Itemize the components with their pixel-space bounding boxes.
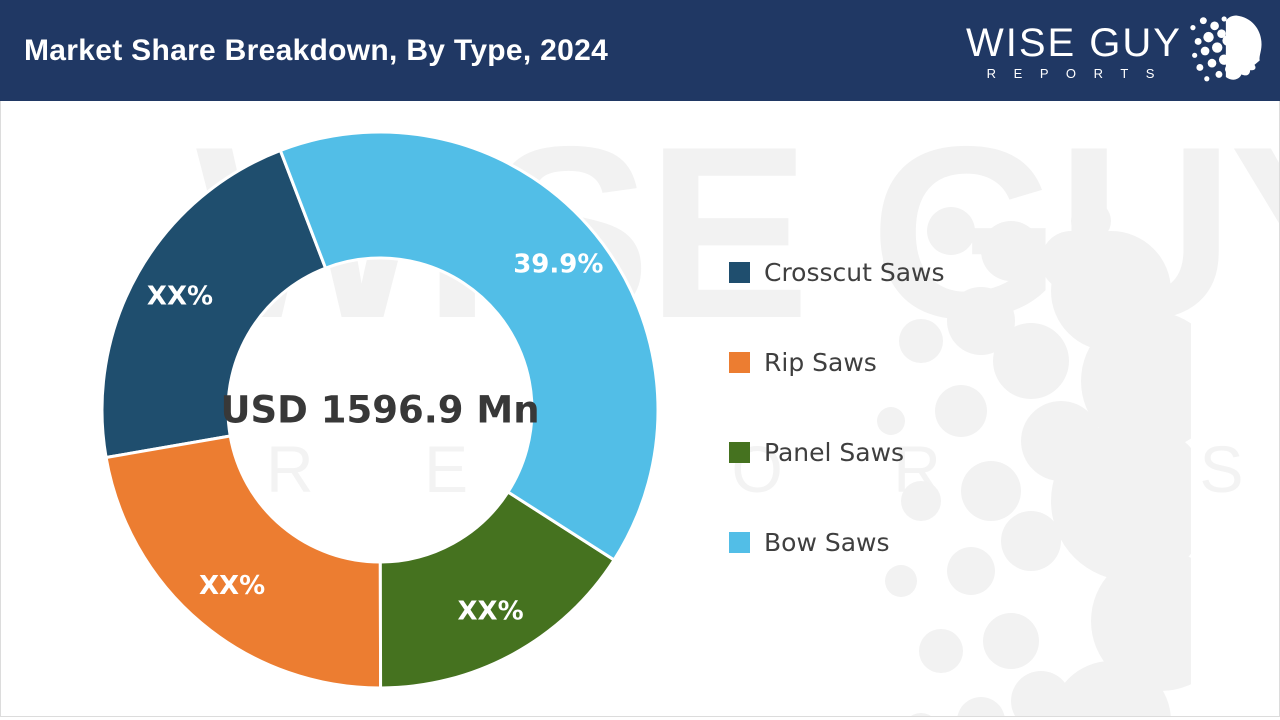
slice-label-crosscut-saws: XX%: [147, 282, 213, 312]
slice-label-panel-saws: XX%: [458, 597, 524, 627]
donut-segment-bow-saws: [278, 130, 660, 563]
brand-logo: WISE GUY R E P O R T S: [966, 6, 1264, 96]
slice-label-rip-saws: XX%: [199, 571, 265, 601]
donut-chart: XX% XX% XX% 39.9%: [100, 130, 660, 690]
donut-segment-rip-saws: [104, 434, 383, 690]
brand-name: WISE GUY: [965, 20, 1182, 65]
legend-item-crosscut-saws: Crosscut Saws: [729, 258, 945, 287]
page-title: Market Share Breakdown, By Type, 2024: [24, 33, 609, 67]
brand-logo-text: WISE GUY R E P O R T S: [966, 23, 1182, 80]
slice-label-bow-saws: 39.9%: [513, 250, 603, 280]
brand-subtitle: R E P O R T S: [986, 65, 1162, 81]
legend-swatch-icon: [729, 442, 750, 463]
legend-swatch-icon: [729, 532, 750, 553]
legend-label: Panel Saws: [764, 438, 905, 467]
legend-label: Crosscut Saws: [764, 258, 945, 287]
brand-head-dots-icon: [1190, 15, 1262, 82]
donut-segment-crosscut-saws: [100, 148, 328, 460]
legend-label: Bow Saws: [764, 528, 890, 557]
legend-item-bow-saws: Bow Saws: [729, 528, 890, 557]
legend-item-panel-saws: Panel Saws: [729, 438, 904, 467]
legend-item-rip-saws: Rip Saws: [729, 348, 877, 377]
legend-label: Rip Saws: [764, 348, 877, 377]
header-bar: Market Share Breakdown, By Type, 2024 WI…: [0, 0, 1280, 101]
chart-center-value: USD 1596.9 Mn: [220, 388, 540, 432]
watermark-head-dots-icon: [877, 201, 1191, 716]
donut-segment-panel-saws: [378, 489, 617, 690]
legend-swatch-icon: [729, 352, 750, 373]
legend-swatch-icon: [729, 262, 750, 283]
